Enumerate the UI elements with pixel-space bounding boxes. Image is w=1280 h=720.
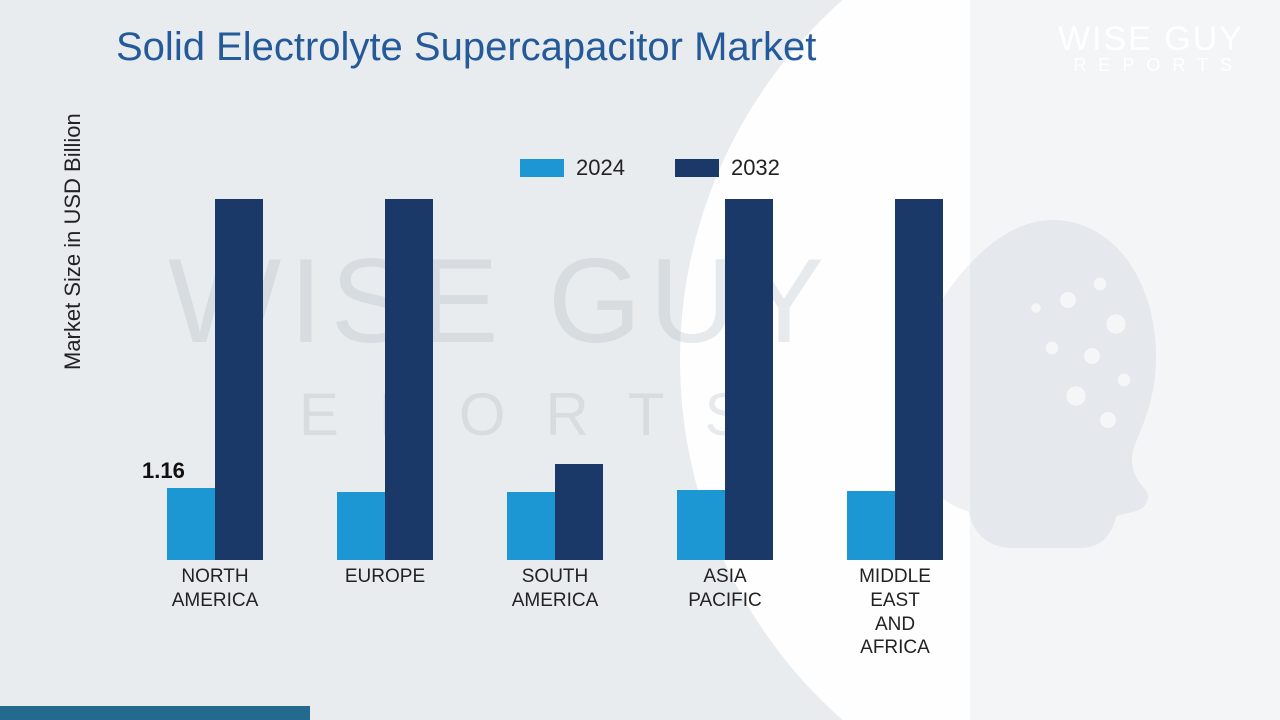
chart-plot-area: 1.16: [120, 190, 950, 560]
legend-swatch-2032: [675, 159, 719, 177]
bar-value-label: 1.16: [142, 458, 185, 484]
bar-2024: [847, 491, 895, 560]
bar-2032: [555, 464, 603, 560]
legend-label-2024: 2024: [576, 155, 625, 181]
bar-2024: [677, 490, 725, 560]
bar-group: [310, 190, 460, 560]
chart-canvas: { "title": "Solid Electrolyte Supercapac…: [0, 0, 1280, 720]
y-axis-label: Market Size in USD Billion: [60, 113, 86, 370]
bar-group: [820, 190, 970, 560]
bottom-accent-bar: [0, 706, 310, 720]
x-axis-category: ASIAPACIFIC: [650, 565, 800, 613]
brand-line2: REPORTS: [1058, 55, 1244, 76]
brand-logo: WISE GUY REPORTS: [1058, 20, 1244, 76]
bar-2032: [385, 199, 433, 560]
bar-group: [480, 190, 630, 560]
bar-2024: [507, 492, 555, 560]
bar-group: [650, 190, 800, 560]
bar-2032: [895, 199, 943, 560]
bar-2032: [725, 199, 773, 560]
legend-item-2024: 2024: [520, 155, 625, 181]
x-axis-category: MIDDLEEASTANDAFRICA: [820, 565, 970, 660]
bar-2024: [167, 488, 215, 560]
chart-legend: 2024 2032: [520, 155, 780, 181]
bar-2024: [337, 492, 385, 560]
legend-label-2032: 2032: [731, 155, 780, 181]
bar-2032: [215, 199, 263, 560]
x-axis-category: EUROPE: [310, 565, 460, 589]
chart-title: Solid Electrolyte Supercapacitor Market: [116, 24, 816, 70]
x-axis-category: NORTHAMERICA: [140, 565, 290, 613]
legend-item-2032: 2032: [675, 155, 780, 181]
x-axis-category: SOUTHAMERICA: [480, 565, 630, 613]
brand-line1: WISE GUY: [1058, 20, 1244, 59]
legend-swatch-2024: [520, 159, 564, 177]
bar-group: [140, 190, 290, 560]
x-axis-labels: NORTHAMERICA EUROPE SOUTHAMERICA ASIAPACIFI…: [120, 565, 950, 705]
